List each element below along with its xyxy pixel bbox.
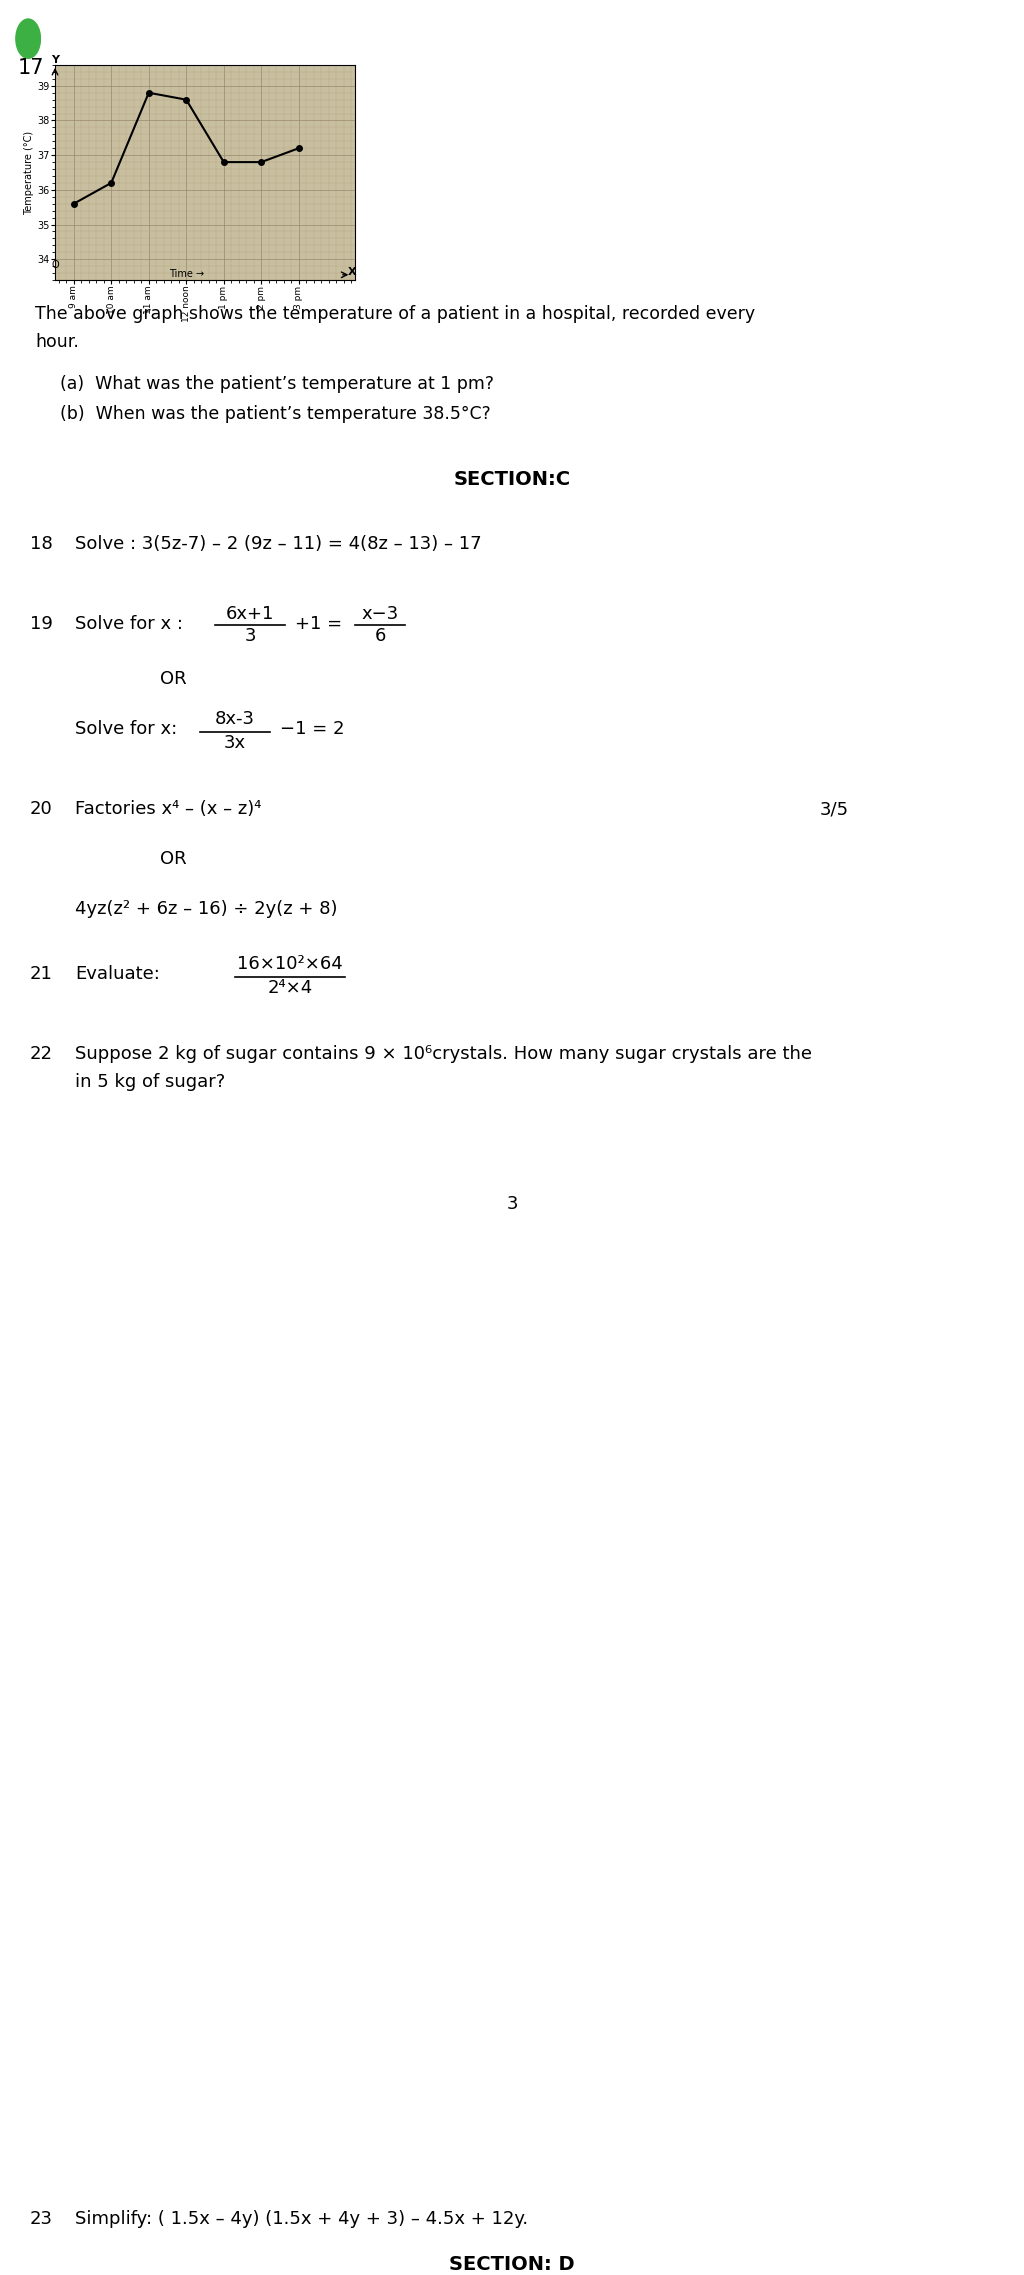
Text: O: O	[51, 259, 58, 271]
Text: 3x: 3x	[224, 735, 246, 753]
Text: (b)  When was the patient’s temperature 38.5°C?: (b) When was the patient’s temperature 3…	[60, 405, 490, 423]
Text: 18: 18	[30, 535, 53, 553]
Text: 3: 3	[245, 628, 256, 646]
Text: 2⁴×4: 2⁴×4	[267, 978, 312, 996]
Text: 20: 20	[30, 801, 53, 819]
Text: OR: OR	[160, 851, 186, 869]
Y-axis label: Temperature (°C): Temperature (°C)	[25, 130, 34, 214]
Text: in 5 kg of sugar?: in 5 kg of sugar?	[75, 1074, 225, 1092]
Text: x−3: x−3	[361, 605, 398, 623]
Text: Y: Y	[51, 55, 59, 66]
Text: Solve for x :: Solve for x :	[75, 614, 188, 632]
Text: Suppose 2 kg of sugar contains 9 × 10⁶crystals. How many sugar crystals are the: Suppose 2 kg of sugar contains 9 × 10⁶cr…	[75, 1044, 812, 1062]
Text: The above graph shows the temperature of a patient in a hospital, recorded every: The above graph shows the temperature of…	[35, 305, 755, 323]
Circle shape	[16, 18, 41, 59]
Text: Solve : 3(5z-7) – 2 (9z – 11) = 4(8z – 13) – 17: Solve : 3(5z-7) – 2 (9z – 11) = 4(8z – 1…	[75, 535, 481, 553]
Text: 16×10²×64: 16×10²×64	[238, 956, 343, 974]
Text: Solve for x:: Solve for x:	[75, 719, 177, 737]
Text: 23: 23	[30, 2209, 53, 2227]
Text: 6x+1: 6x+1	[226, 605, 274, 623]
Text: 17: 17	[18, 57, 44, 77]
Text: 4yz(z² + 6z – 16) ÷ 2y(z + 8): 4yz(z² + 6z – 16) ÷ 2y(z + 8)	[75, 901, 338, 919]
Text: SECTION:C: SECTION:C	[454, 471, 570, 489]
Text: +1 =: +1 =	[295, 614, 342, 632]
Text: Time →: Time →	[169, 268, 204, 280]
Text: hour.: hour.	[35, 332, 79, 350]
Text: 8x-3: 8x-3	[215, 710, 255, 728]
Text: 3/5: 3/5	[820, 801, 849, 819]
Text: OR: OR	[160, 671, 186, 687]
Text: X: X	[347, 266, 356, 278]
Text: −1 = 2: −1 = 2	[280, 719, 344, 737]
Text: 22: 22	[30, 1044, 53, 1062]
Text: SECTION: D: SECTION: D	[450, 2255, 574, 2275]
Text: Evaluate:: Evaluate:	[75, 965, 160, 983]
Text: (a)  What was the patient’s temperature at 1 pm?: (a) What was the patient’s temperature a…	[60, 375, 494, 394]
Text: 21: 21	[30, 965, 53, 983]
Text: 19: 19	[30, 614, 53, 632]
Text: 6: 6	[375, 628, 386, 646]
Text: Factories x⁴ – (x – z)⁴: Factories x⁴ – (x – z)⁴	[75, 801, 261, 819]
Text: 3: 3	[506, 1194, 518, 1213]
Text: Simplify: ( 1.5x – 4y) (1.5x + 4y + 3) – 4.5x + 12y.: Simplify: ( 1.5x – 4y) (1.5x + 4y + 3) –…	[75, 2209, 528, 2227]
